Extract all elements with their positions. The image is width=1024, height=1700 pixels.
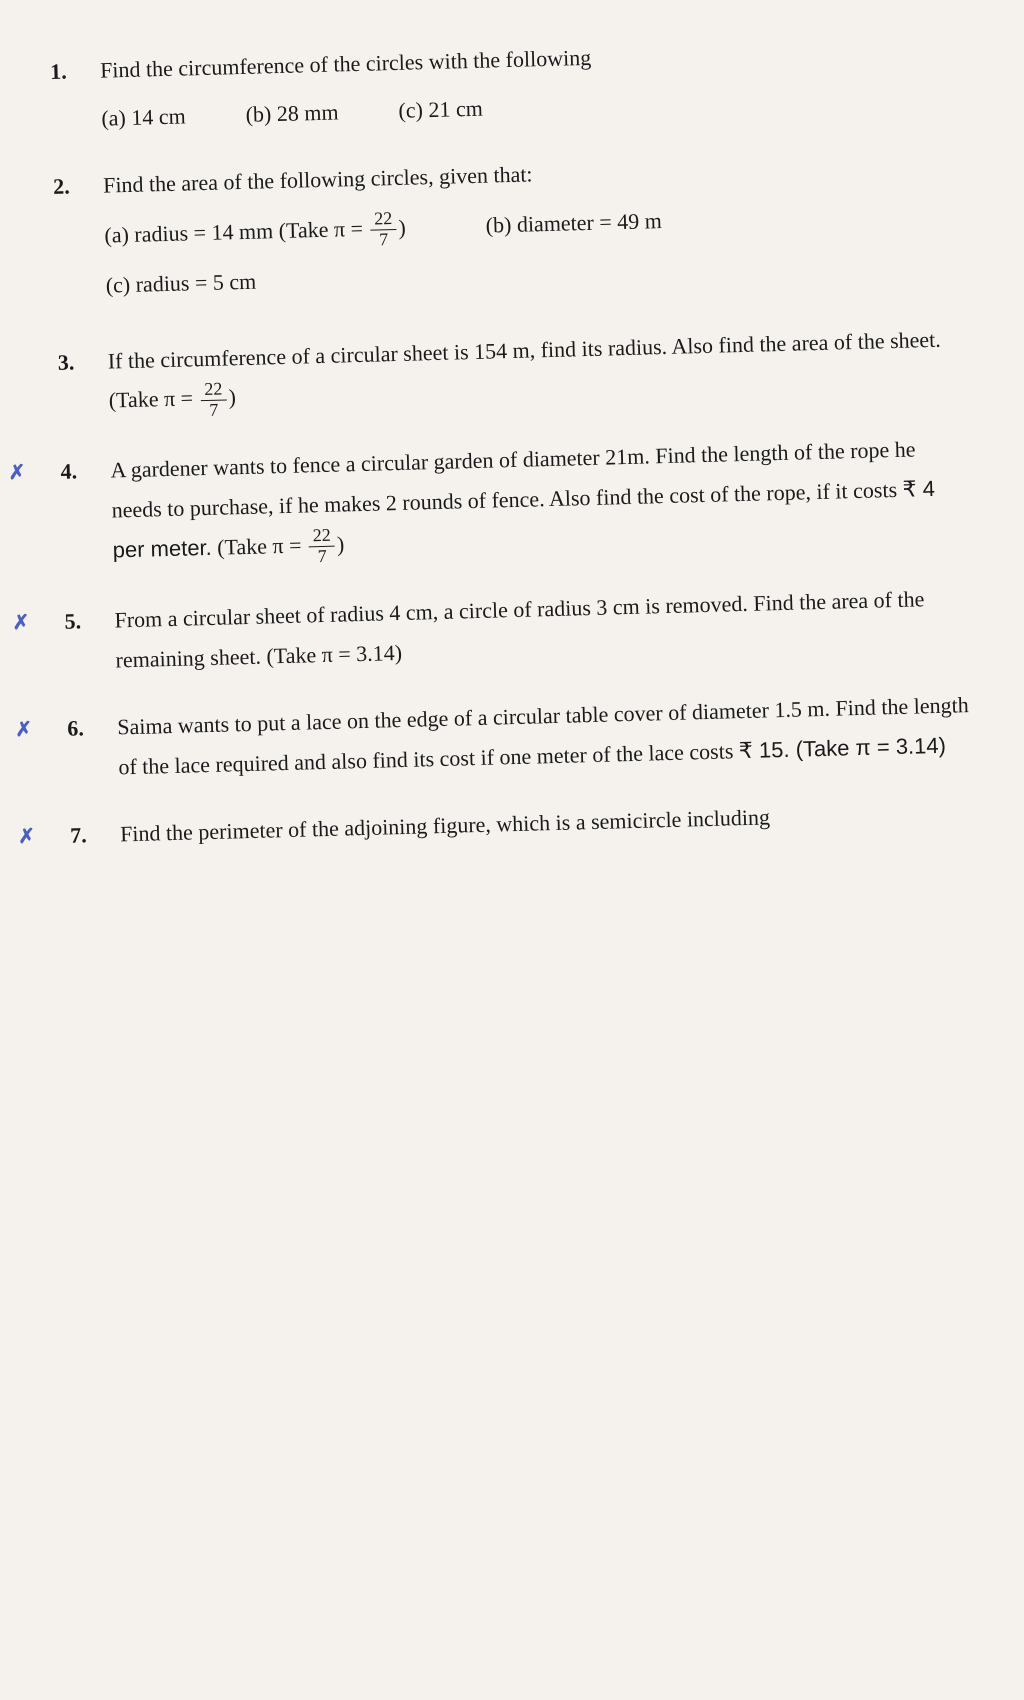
q6-cost: ₹ 15. (Take π = 3.14) [738, 732, 946, 762]
textbook-page: 1. Find the circumference of the circles… [50, 28, 975, 855]
question-6: ✗ 6. Saima wants to put a lace on the ed… [67, 685, 973, 788]
q2-option-a: (a) radius = 14 mm (Take π = 227) [104, 207, 406, 257]
q4-take: (Take π = [217, 532, 307, 559]
q1-body: Find the circumference of the circles wi… [100, 28, 956, 138]
q6-number: ✗ 6. [67, 708, 105, 788]
question-4: ✗ 4. A gardener wants to fence a circula… [60, 429, 967, 574]
q3-body: If the circumference of a circular sheet… [107, 319, 963, 423]
q7-number: ✗ 7. [70, 815, 107, 856]
fraction-icon: 227 [308, 526, 335, 567]
q5-body: From a circular sheet of radius 4 cm, a … [114, 578, 970, 680]
question-5: ✗ 5. From a circular sheet of radius 4 c… [64, 578, 970, 681]
q3-number: 3. [57, 342, 95, 425]
q1-option-b: (b) 28 mm [245, 92, 339, 134]
q1-option-c: (c) 21 cm [398, 88, 483, 130]
star-icon: ✗ [8, 455, 26, 491]
q2-number: 2. [53, 166, 93, 314]
q2-sub-options: (a) radius = 14 mm (Take π = 227) (b) di… [104, 193, 960, 305]
fraction-icon: 227 [200, 379, 227, 420]
q7-body: Find the perimeter of the adjoining figu… [120, 792, 975, 854]
star-icon: ✗ [18, 819, 36, 855]
q6-body: Saima wants to put a lace on the edge of… [117, 685, 973, 787]
q2-option-b: (b) diameter = 49 m [485, 201, 662, 248]
q4-number: ✗ 4. [60, 451, 99, 573]
fraction-icon: 227 [370, 209, 397, 250]
q2-body: Find the area of the following circles, … [103, 143, 961, 313]
question-2: 2. Find the area of the following circle… [53, 143, 961, 314]
question-7: ✗ 7. Find the perimeter of the adjoining… [70, 792, 975, 855]
q3-text-1: If the circumference of a circular sheet… [107, 329, 852, 373]
question-1: 1. Find the circumference of the circles… [50, 28, 956, 139]
star-icon: ✗ [12, 605, 30, 641]
star-icon: ✗ [15, 712, 33, 748]
q4-text-1: A gardener wants to fence a circular gar… [110, 437, 916, 523]
question-3: 3. If the circumference of a circular sh… [57, 319, 963, 424]
q1-number: 1. [50, 51, 88, 139]
q1-option-a: (a) 14 cm [101, 96, 186, 138]
q5-number: ✗ 5. [64, 601, 102, 681]
q4-body: A gardener wants to fence a circular gar… [110, 429, 967, 573]
